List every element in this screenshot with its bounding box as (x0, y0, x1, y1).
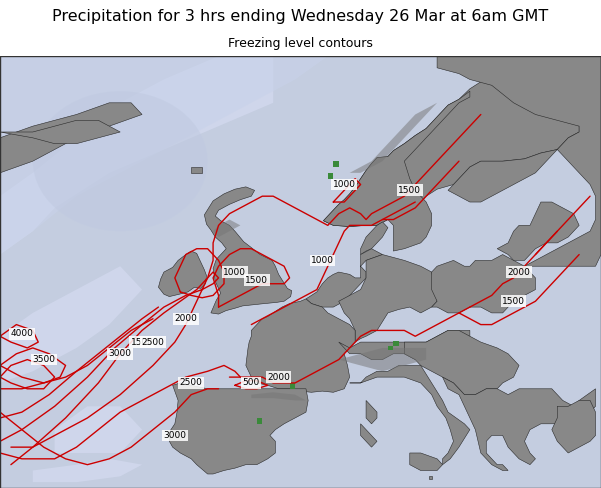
Polygon shape (33, 91, 207, 231)
Polygon shape (334, 161, 339, 167)
Polygon shape (432, 255, 535, 313)
Polygon shape (497, 202, 579, 261)
Text: 2000: 2000 (267, 373, 290, 382)
Text: 1000: 1000 (224, 267, 246, 277)
Polygon shape (350, 103, 437, 173)
Polygon shape (328, 173, 334, 179)
Text: 1500: 1500 (130, 338, 153, 346)
Polygon shape (430, 476, 432, 479)
Text: 1000: 1000 (333, 180, 356, 189)
Polygon shape (159, 251, 207, 297)
Text: 3000: 3000 (163, 431, 186, 440)
Text: Precipitation for 3 hrs ending Wednesday 26 Mar at 6am GMT: Precipitation for 3 hrs ending Wednesday… (52, 9, 549, 24)
Polygon shape (437, 56, 601, 266)
Text: Freezing level contours: Freezing level contours (228, 37, 373, 50)
Polygon shape (251, 392, 306, 401)
Polygon shape (448, 132, 579, 202)
Polygon shape (0, 56, 328, 255)
Polygon shape (323, 91, 470, 251)
Polygon shape (339, 330, 470, 360)
Text: 1500: 1500 (502, 297, 525, 306)
Polygon shape (361, 222, 388, 255)
Polygon shape (257, 418, 262, 424)
Polygon shape (339, 348, 426, 371)
Polygon shape (404, 330, 519, 395)
Polygon shape (323, 63, 590, 226)
Text: 2000: 2000 (508, 267, 531, 277)
Text: 3000: 3000 (109, 349, 132, 358)
Text: 4000: 4000 (10, 329, 33, 338)
Polygon shape (0, 121, 120, 143)
Polygon shape (0, 103, 142, 173)
Text: 2000: 2000 (174, 314, 197, 323)
Text: 2500: 2500 (142, 338, 165, 346)
Text: 2500: 2500 (180, 379, 203, 387)
Polygon shape (350, 366, 470, 465)
Polygon shape (361, 424, 377, 447)
Polygon shape (410, 453, 442, 470)
Polygon shape (366, 401, 377, 424)
Text: 1000: 1000 (311, 256, 334, 265)
Polygon shape (0, 56, 273, 255)
Polygon shape (442, 377, 596, 470)
Polygon shape (191, 167, 202, 173)
Text: 3500: 3500 (32, 355, 55, 364)
Polygon shape (290, 383, 295, 389)
Text: 1500: 1500 (245, 276, 268, 285)
Polygon shape (55, 407, 142, 453)
Polygon shape (306, 249, 382, 307)
Polygon shape (169, 383, 308, 474)
Polygon shape (388, 346, 394, 350)
Polygon shape (246, 299, 355, 392)
Text: 1500: 1500 (398, 186, 421, 195)
Polygon shape (0, 266, 142, 383)
Polygon shape (339, 255, 437, 342)
Text: 500: 500 (243, 379, 260, 387)
Polygon shape (213, 220, 240, 237)
Polygon shape (204, 187, 291, 314)
Polygon shape (33, 459, 142, 482)
Polygon shape (552, 401, 596, 453)
Polygon shape (394, 341, 399, 346)
